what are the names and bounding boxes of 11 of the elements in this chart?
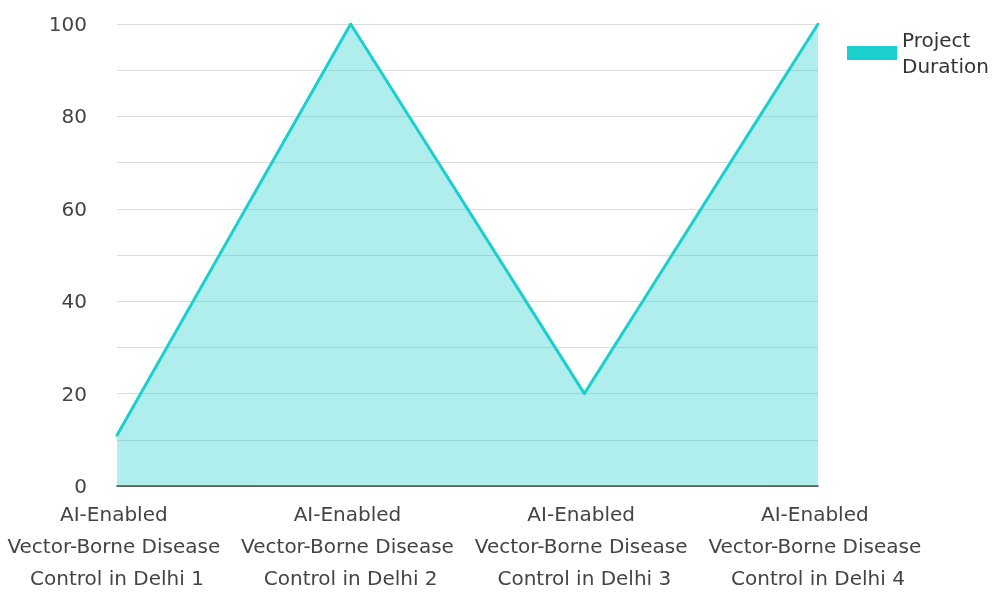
y-tick-label: 0 — [74, 474, 87, 498]
x-tick-label: AI-Enabled Vector-Borne Disease Control in Delhi 4 — [708, 502, 928, 590]
x-tick-label: AI-Enabled Vector-Borne Disease Control in Delhi 2 — [241, 502, 461, 590]
y-tick-label: 20 — [61, 381, 87, 406]
legend-label: Project Duration — [902, 28, 989, 78]
y-tick-label: 40 — [61, 289, 87, 314]
x-tick-label: AI-Enabled Vector-Borne Disease Control in Delhi 3 — [474, 502, 694, 590]
y-tick-label: 100 — [48, 12, 87, 36]
y-tick-label: 60 — [61, 196, 87, 221]
y-tick-label: 80 — [61, 104, 87, 129]
x-tick-label: AI-Enabled Vector-Borne Disease Control in Delhi 1 — [7, 502, 227, 590]
